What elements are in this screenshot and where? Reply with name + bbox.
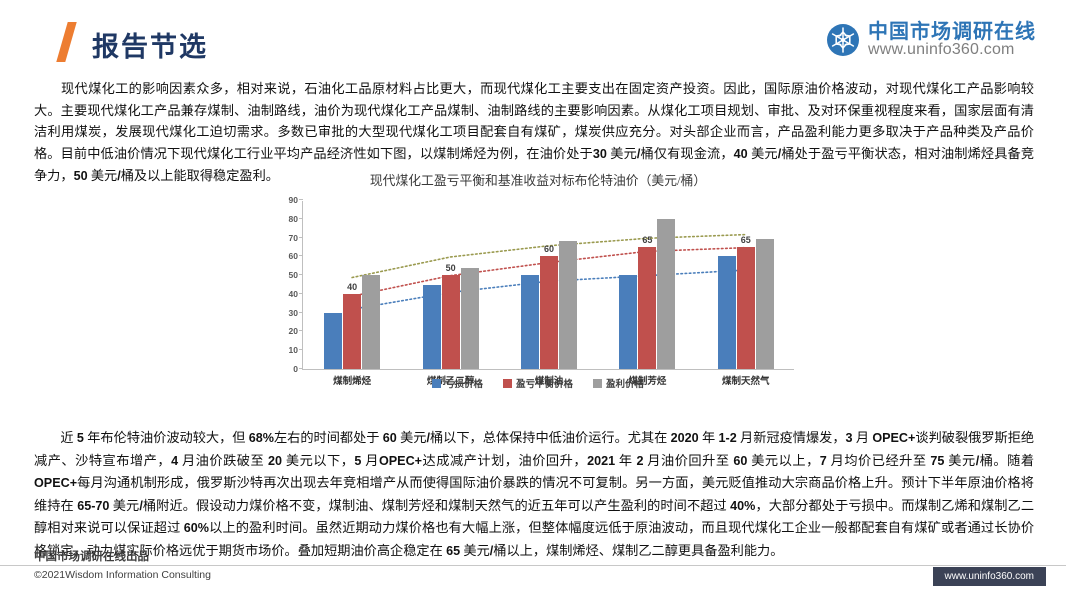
- source-line: 中国市场调研在线出品: [34, 551, 149, 563]
- chart-bar[interactable]: [324, 312, 343, 369]
- y-axis-tick-mark: [299, 199, 303, 200]
- x-axis-category-label: 煤制芳烃: [628, 376, 667, 387]
- y-axis-tick-label: 50: [288, 270, 298, 281]
- chart-bar[interactable]: [521, 275, 539, 369]
- page-title: 报告节选: [92, 32, 208, 62]
- y-axis-tick-label: 70: [288, 232, 298, 243]
- footer-url-badge[interactable]: www.uninfo360.com: [932, 567, 1046, 586]
- chart-container: 现代煤化工盈亏平衡和基准收益对标布伦特油价（美元/桶） 0 10 20 30 40 50 6…: [268, 170, 808, 420]
- chart-bar-value-label: 65: [740, 234, 751, 245]
- legend-label: 盈亏平衡价格: [515, 379, 573, 390]
- chart-bar-group: [422, 201, 479, 369]
- chart-bar[interactable]: [755, 239, 774, 369]
- y-axis-tick-mark: [299, 217, 303, 219]
- y-axis-tick-mark: [299, 368, 303, 369]
- chart-bar[interactable]: [343, 293, 362, 369]
- y-axis-tick-label: 20: [288, 326, 298, 337]
- chart-bar-value-label: 65: [642, 234, 653, 245]
- chart-legend: 亏损价格 盈亏平衡价格 盈利价格: [268, 376, 808, 390]
- y-axis-tick-label: 40: [288, 288, 298, 299]
- brand-name: 中国市场调研在线: [868, 21, 1036, 43]
- y-axis-tick-mark: [299, 292, 303, 294]
- x-axis-category-label: 煤制烯烃: [333, 376, 372, 387]
- y-axis-tick-label: 90: [288, 195, 298, 205]
- chart-bar-group: [324, 201, 381, 369]
- y-axis-tick-label: 30: [288, 307, 298, 318]
- y-axis-tick-mark: [299, 255, 303, 257]
- y-axis-tick-mark: [299, 311, 303, 313]
- y-axis-tick-mark: [299, 274, 303, 276]
- analysis-paragraph: 近 5 年布伦特油价波动较大，但 68%左右的时间都处于 60 美元/桶以下，总…: [34, 430, 1035, 558]
- y-axis-tick-mark: [299, 349, 303, 351]
- chart-bar-group: [521, 201, 577, 369]
- copyright-text: ©2021Wisdom Information Consulting: [34, 569, 211, 581]
- chart-bar[interactable]: [540, 256, 558, 369]
- chart-bar[interactable]: [422, 284, 441, 369]
- chart-bar-value-label: 50: [445, 263, 456, 274]
- x-axis-category-label: 煤制乙二醇: [426, 376, 475, 387]
- chart-bar[interactable]: [559, 241, 577, 369]
- chart-plot-wrap: 0 10 20 30 40 50 60 70 80 90 40 煤制烯烃 50 煤制乙二醇 60 煤制油 65 煤…: [268, 193, 808, 387]
- y-axis-tick-mark: [299, 330, 303, 332]
- brand-url[interactable]: www.uninfo360.com: [868, 41, 1015, 58]
- footer-divider: [0, 565, 1066, 566]
- chart-title: 现代煤化工盈亏平衡和基准收益对标布伦特油价（美元/桶）: [369, 174, 707, 188]
- y-axis-tick-label: 0: [293, 364, 298, 374]
- chart-bar-group: [619, 201, 676, 369]
- intro-paragraph: 现代煤化工的影响因素众多，相对来说，石油化工品原材料占比更大，而现代煤化工主要支…: [34, 81, 1035, 183]
- legend-label: 盈利价格: [606, 379, 645, 390]
- legend-color-swatch: [593, 378, 602, 388]
- title-accent-slash-icon: [56, 22, 77, 62]
- chart-bar[interactable]: [362, 275, 381, 369]
- chart-bar-value-label: 40: [347, 281, 358, 292]
- chart-bar-group: [717, 201, 774, 369]
- chart-bar[interactable]: [441, 275, 460, 369]
- chart-bar[interactable]: [717, 256, 736, 369]
- chart-bar-value-label: 60: [543, 244, 555, 255]
- y-axis-tick-label: 80: [288, 213, 298, 224]
- chart-plot-area: 0 10 20 30 40 50 60 70 80 90 40 煤制烯烃 50 煤制乙二醇 60 煤制油 65 煤…: [289, 195, 794, 387]
- legend-color-swatch: [431, 378, 441, 388]
- chart-trendline: [351, 233, 746, 279]
- y-axis-tick-mark: [299, 236, 303, 238]
- x-axis-category-label: 煤制天然气: [722, 376, 770, 387]
- page-header: 报告节选 中国市场调研在线 www.un: [0, 0, 1066, 74]
- chart-legend-item[interactable]: 盈亏平衡价格: [502, 376, 573, 390]
- legend-label: 亏损价格: [444, 379, 483, 390]
- chart-legend-item[interactable]: 盈利价格: [593, 376, 644, 390]
- snowflake-logo-icon: [826, 23, 860, 57]
- chart-legend-item[interactable]: 亏损价格: [431, 376, 483, 390]
- chart-bar[interactable]: [657, 218, 676, 369]
- chart-trendline: [351, 246, 746, 297]
- chart-bar[interactable]: [736, 246, 755, 369]
- chart-bar[interactable]: [619, 275, 638, 369]
- y-axis-tick-label: 10: [288, 345, 298, 356]
- brand-block: 中国市场调研在线 www.uninfo360.com: [826, 22, 1036, 58]
- chart-bar[interactable]: [460, 267, 479, 369]
- chart-bar[interactable]: [638, 246, 657, 369]
- x-axis-category-label: 煤制油: [534, 376, 564, 387]
- legend-color-swatch: [502, 378, 512, 388]
- y-axis-tick-label: 60: [288, 251, 298, 262]
